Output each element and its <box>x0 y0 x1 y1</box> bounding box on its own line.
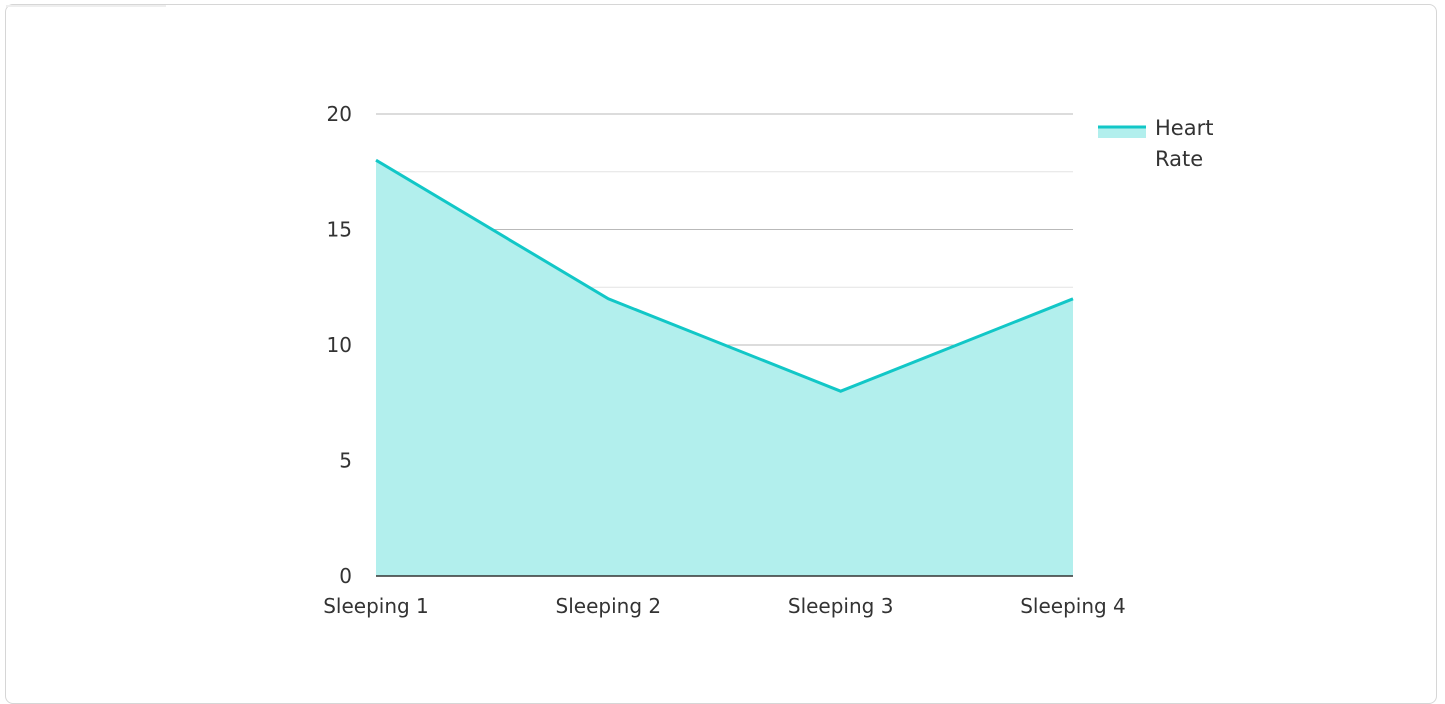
legend-swatch-area <box>1098 126 1146 138</box>
series-line-heart-rate <box>375 158 1074 393</box>
x-tick-label: Sleeping 3 <box>788 594 894 618</box>
legend-label-line-2: Rate <box>1155 147 1203 171</box>
card-edge-accent <box>6 5 166 7</box>
x-tick-label: Sleeping 1 <box>323 594 429 618</box>
legend-label-line-1: Heart <box>1155 116 1213 140</box>
x-tick-label: Sleeping 4 <box>1020 594 1126 618</box>
y-tick-label: 5 <box>339 449 352 473</box>
y-tick-label: 20 <box>327 102 352 126</box>
legend: Heart Rate <box>1098 116 1213 171</box>
x-tick-label: Sleeping 2 <box>556 594 662 618</box>
series-area-heart-rate <box>376 160 1073 576</box>
x-axis-ticks: Sleeping 1 Sleeping 2 Sleeping 3 Sleeping 4 <box>323 594 1126 618</box>
y-tick-label: 15 <box>327 218 352 242</box>
y-axis-ticks: 0 5 10 15 20 <box>327 102 352 588</box>
y-tick-label: 10 <box>327 333 352 357</box>
y-tick-label: 0 <box>339 564 352 588</box>
